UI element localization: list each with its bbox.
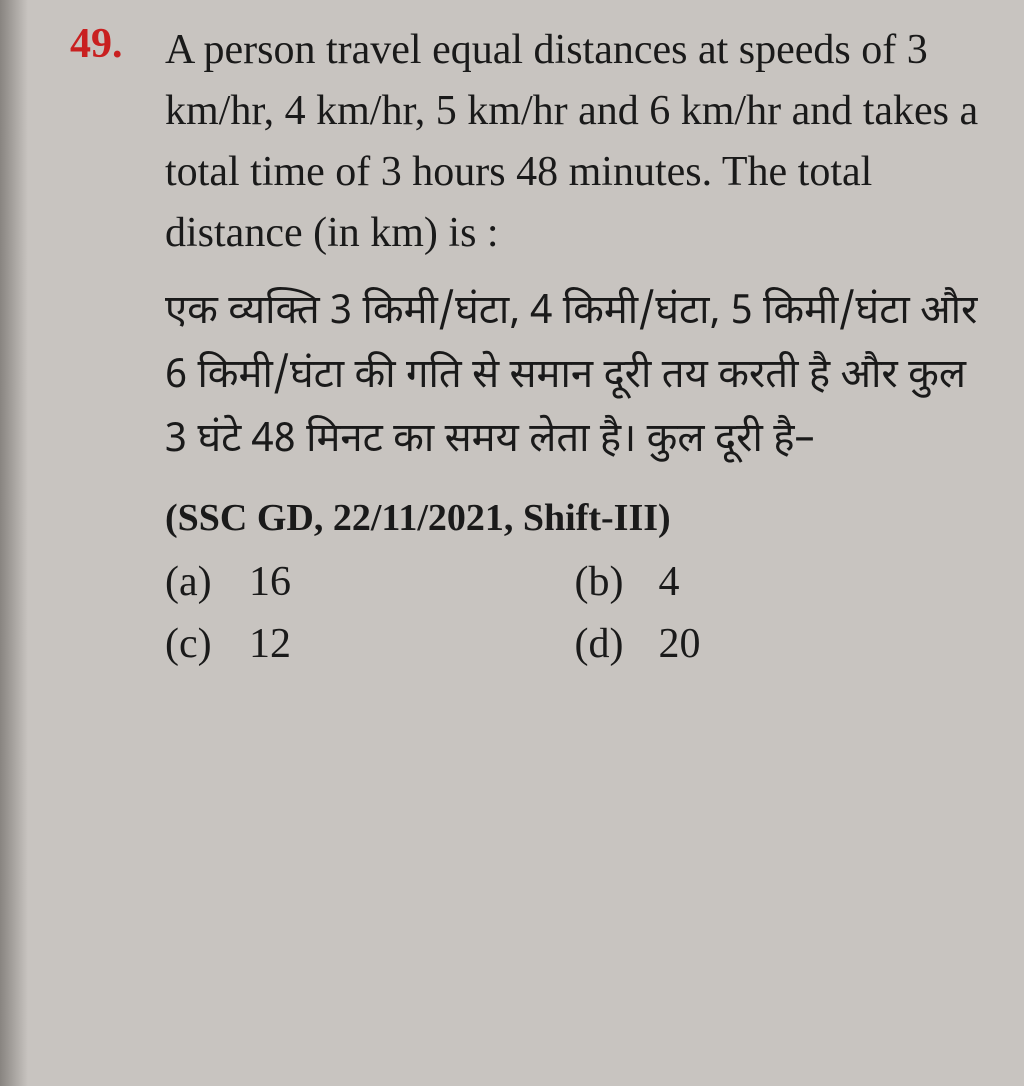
options-grid: (a) 16 (b) 4 (c) 12 (d) 20 <box>165 558 984 668</box>
question-source: (SSC GD, 22/11/2021, Shift-III) <box>165 496 984 540</box>
option-a: (a) 16 <box>165 558 575 606</box>
option-label: (b) <box>575 558 645 606</box>
page-left-shadow <box>0 0 28 1086</box>
option-value: 20 <box>659 620 701 668</box>
option-value: 12 <box>249 620 291 668</box>
option-label: (c) <box>165 620 235 668</box>
option-value: 4 <box>659 558 680 606</box>
option-d: (d) 20 <box>575 620 985 668</box>
question-block: 49. A person travel equal distances at s… <box>40 20 984 668</box>
question-number: 49. <box>70 20 165 68</box>
question-text-english: A person travel equal distances at speed… <box>165 20 984 264</box>
option-value: 16 <box>249 558 291 606</box>
option-label: (d) <box>575 620 645 668</box>
option-c: (c) 12 <box>165 620 575 668</box>
question-body: A person travel equal distances at speed… <box>165 20 984 668</box>
option-b: (b) 4 <box>575 558 985 606</box>
question-row: 49. A person travel equal distances at s… <box>70 20 984 668</box>
option-label: (a) <box>165 558 235 606</box>
question-text-hindi: एक व्यक्ति 3 किमी/घंटा, 4 किमी/घंटा, 5 क… <box>165 282 984 474</box>
